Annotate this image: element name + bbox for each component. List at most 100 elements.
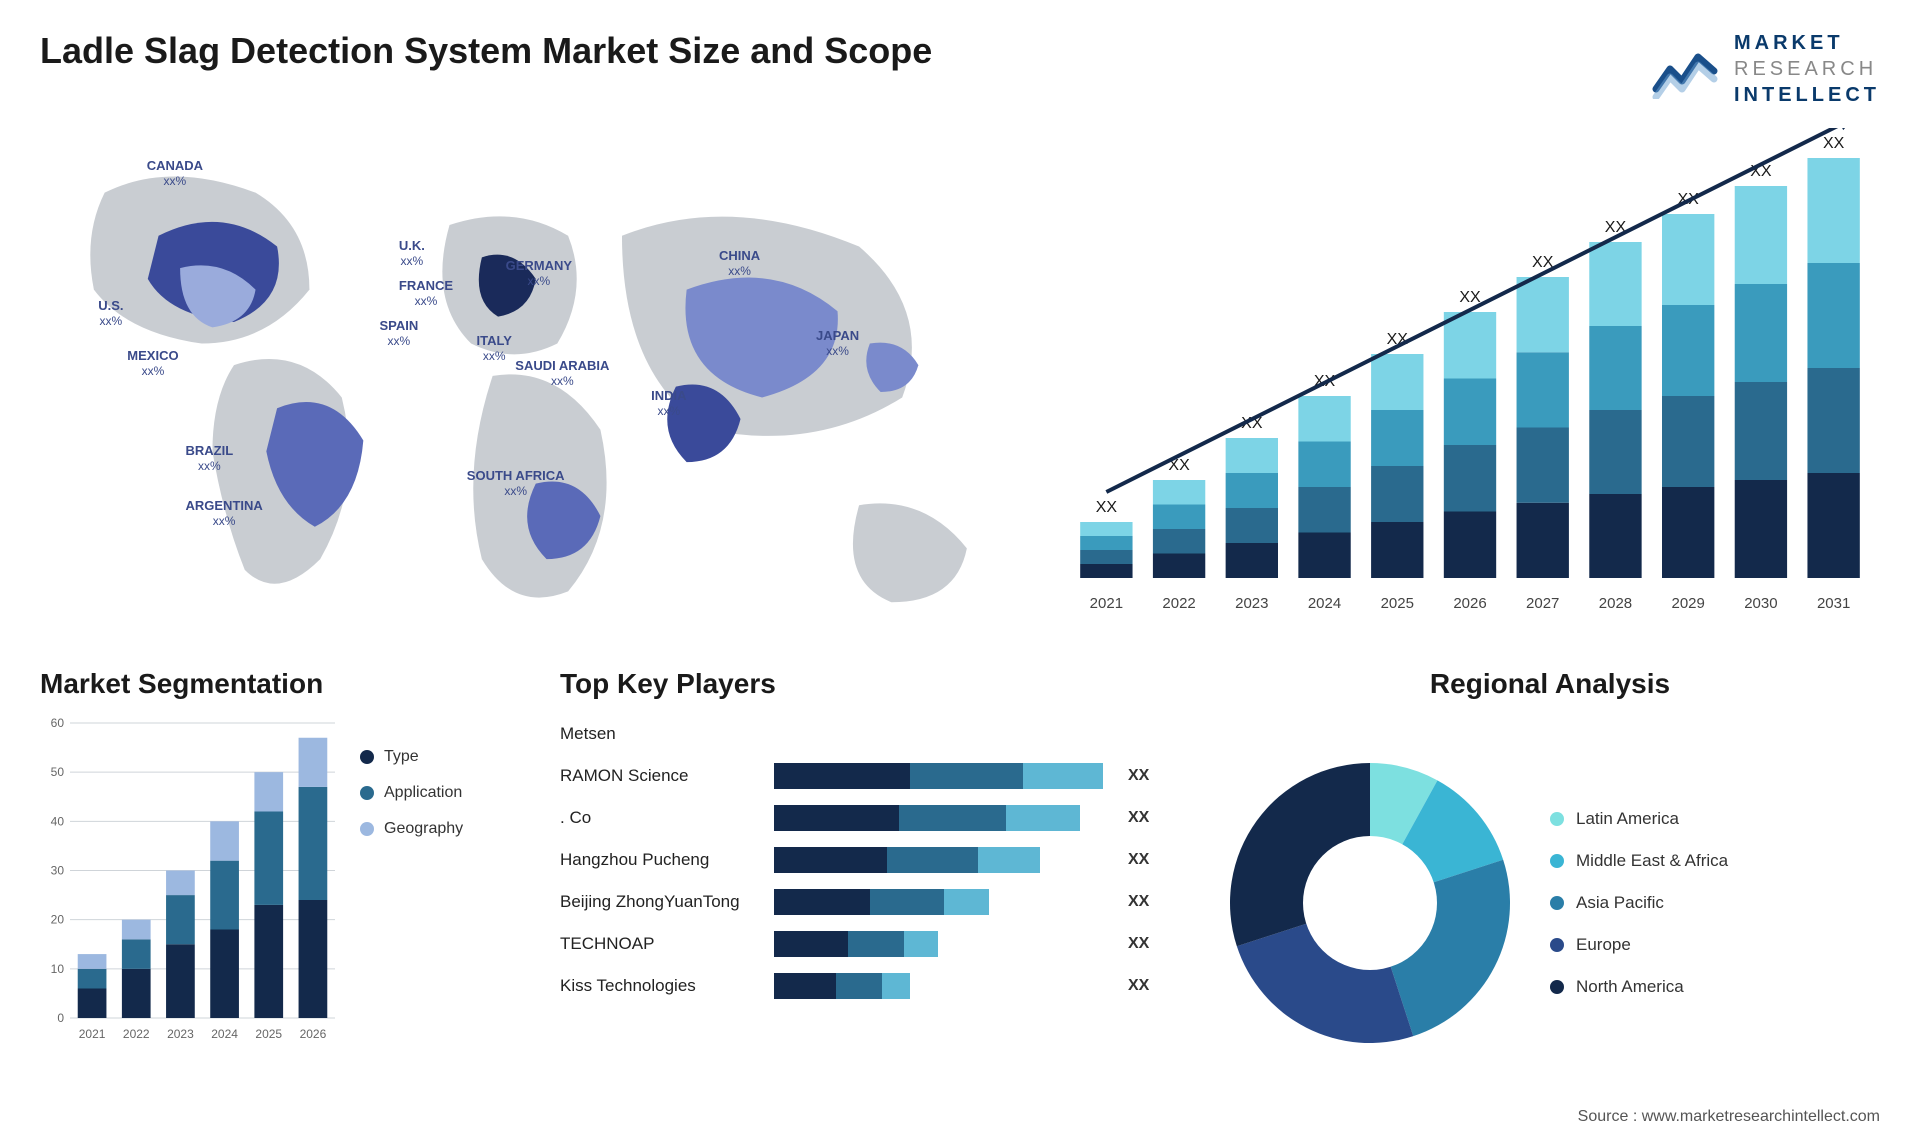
logo-line3: INTELLECT	[1734, 82, 1880, 108]
map-callout: MEXICOxx%	[127, 348, 178, 378]
svg-text:40: 40	[51, 814, 65, 828]
svg-text:2030: 2030	[1744, 595, 1777, 612]
svg-text:XX: XX	[1096, 499, 1118, 516]
page-title: Ladle Slag Detection System Market Size …	[40, 30, 932, 72]
player-row: Kiss Technologies XX	[560, 970, 1180, 1002]
player-value: XX	[1128, 935, 1149, 953]
players-list: MetsenRAMON ScienceXX. CoXXHangzhou Puch…	[560, 718, 1180, 1002]
legend-item: Europe	[1550, 935, 1728, 955]
legend-item: Latin America	[1550, 809, 1728, 829]
player-bar	[774, 805, 1114, 831]
regional-title: Regional Analysis	[1220, 668, 1880, 700]
map-callout: SOUTH AFRICAxx%	[467, 468, 565, 498]
regional-panel: Regional Analysis Latin America Middle Ea…	[1220, 668, 1880, 1088]
svg-text:2024: 2024	[211, 1027, 238, 1041]
svg-text:2029: 2029	[1671, 595, 1704, 612]
svg-text:2021: 2021	[79, 1027, 106, 1041]
svg-text:2024: 2024	[1308, 595, 1341, 612]
svg-text:10: 10	[51, 962, 65, 976]
growth-chart-panel: XXXXXXXXXXXXXXXXXXXXXX 20212022202320242…	[1050, 128, 1880, 628]
player-row: Hangzhou Pucheng XX	[560, 844, 1180, 876]
map-callout: INDIAxx%	[651, 388, 686, 418]
svg-text:XX: XX	[1823, 135, 1845, 152]
growth-chart-svg: XXXXXXXXXXXXXXXXXXXXXX 20212022202320242…	[1050, 128, 1880, 628]
svg-text:2023: 2023	[167, 1027, 194, 1041]
logo-mark-icon	[1652, 39, 1722, 99]
legend-item: Asia Pacific	[1550, 893, 1728, 913]
svg-text:2025: 2025	[255, 1027, 282, 1041]
player-bar	[774, 763, 1114, 789]
player-bar	[774, 721, 1114, 747]
map-callout: GERMANYxx%	[506, 258, 572, 288]
map-callout: SAUDI ARABIAxx%	[515, 358, 609, 388]
legend-item: Application	[360, 784, 463, 802]
player-row: Metsen	[560, 718, 1180, 750]
svg-text:2022: 2022	[123, 1027, 150, 1041]
player-bar	[774, 889, 1114, 915]
player-row: . Co XX	[560, 802, 1180, 834]
player-row: Beijing ZhongYuanTong XX	[560, 886, 1180, 918]
segmentation-title: Market Segmentation	[40, 668, 520, 700]
player-value: XX	[1128, 767, 1149, 785]
player-value: XX	[1128, 977, 1149, 995]
source-footer: Source : www.marketresearchintellect.com	[1578, 1108, 1880, 1126]
world-map-svg	[40, 128, 1010, 667]
map-callout: JAPANxx%	[816, 328, 859, 358]
player-name: Beijing ZhongYuanTong	[560, 892, 760, 912]
svg-text:2026: 2026	[300, 1027, 327, 1041]
map-callout: CANADAxx%	[147, 158, 203, 188]
svg-text:2026: 2026	[1453, 595, 1486, 612]
map-callout: SPAINxx%	[380, 318, 419, 348]
legend-item: North America	[1550, 977, 1728, 997]
svg-text:2027: 2027	[1526, 595, 1559, 612]
svg-text:2021: 2021	[1090, 595, 1123, 612]
player-name: Metsen	[560, 724, 760, 744]
legend-item: Geography	[360, 820, 463, 838]
svg-text:50: 50	[51, 765, 65, 779]
svg-text:2031: 2031	[1817, 595, 1850, 612]
player-row: TECHNOAP XX	[560, 928, 1180, 960]
map-callout: CHINAxx%	[719, 248, 760, 278]
svg-text:XX: XX	[1459, 289, 1481, 306]
logo-line1: MARKET	[1734, 30, 1880, 56]
svg-text:0: 0	[57, 1011, 64, 1025]
segmentation-legend: Type Application Geography	[360, 718, 463, 1088]
player-bar	[774, 931, 1114, 957]
legend-item: Middle East & Africa	[1550, 851, 1728, 871]
player-row: RAMON Science XX	[560, 760, 1180, 792]
svg-text:60: 60	[51, 718, 65, 730]
segmentation-chart-svg: 0 10 20 30 40 50 60 2021 2022 2023 2024 2025 2026	[40, 718, 340, 1048]
player-name: Kiss Technologies	[560, 976, 760, 996]
svg-text:30: 30	[51, 864, 65, 878]
map-callout: U.S.xx%	[98, 298, 123, 328]
player-value: XX	[1128, 893, 1149, 911]
map-callout: BRAZILxx%	[186, 443, 234, 473]
map-callout: ITALYxx%	[477, 333, 512, 363]
map-callout: ARGENTINAxx%	[186, 498, 263, 528]
segmentation-panel: Market Segmentation 0 10 20 30 40 50 60 2021 20…	[40, 668, 520, 1088]
legend-item: Type	[360, 748, 463, 766]
svg-text:2028: 2028	[1599, 595, 1632, 612]
svg-text:2022: 2022	[1162, 595, 1195, 612]
player-bar	[774, 973, 1114, 999]
map-callout: FRANCExx%	[399, 278, 453, 308]
players-title: Top Key Players	[560, 668, 1180, 700]
player-bar	[774, 847, 1114, 873]
donut-svg	[1220, 753, 1520, 1053]
player-name: RAMON Science	[560, 766, 760, 786]
donut-chart	[1220, 753, 1520, 1053]
svg-text:20: 20	[51, 913, 65, 927]
svg-text:2023: 2023	[1235, 595, 1268, 612]
regional-legend: Latin America Middle East & Africa Asia Pa…	[1550, 809, 1728, 997]
brand-logo: MARKET RESEARCH INTELLECT	[1652, 30, 1880, 108]
logo-line2: RESEARCH	[1734, 56, 1880, 82]
player-value: XX	[1128, 809, 1149, 827]
map-callout: U.K.xx%	[399, 238, 425, 268]
player-name: . Co	[560, 808, 760, 828]
svg-text:2025: 2025	[1381, 595, 1414, 612]
player-name: TECHNOAP	[560, 934, 760, 954]
player-value: XX	[1128, 851, 1149, 869]
players-panel: Top Key Players MetsenRAMON ScienceXX. C…	[560, 668, 1180, 1088]
world-map-panel: CANADAxx% U.S.xx%MEXICOxx% BRAZILxx% ARGENT…	[40, 128, 1010, 628]
player-name: Hangzhou Pucheng	[560, 850, 760, 870]
